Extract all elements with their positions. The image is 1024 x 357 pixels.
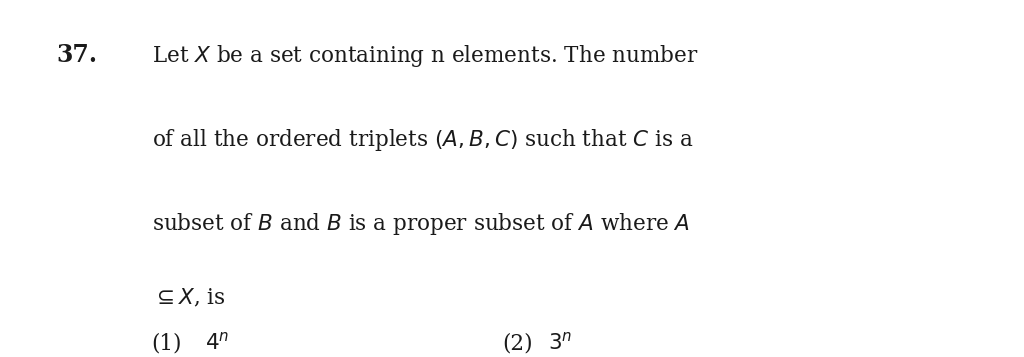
Text: (1): (1): [152, 332, 182, 354]
Text: of all the ordered triplets $(A, B, C)$ such that $C$ is a: of all the ordered triplets $(A, B, C)$ …: [152, 127, 693, 153]
Text: $3^n$: $3^n$: [548, 332, 572, 354]
Text: subset of $B$ and $B$ is a proper subset of $A$ where $A$: subset of $B$ and $B$ is a proper subset…: [152, 211, 690, 237]
Text: 37.: 37.: [56, 43, 97, 67]
Text: $\subseteq X$, is: $\subseteq X$, is: [152, 287, 225, 310]
Text: $4^n$: $4^n$: [205, 332, 229, 354]
Text: Let $X$ be a set containing n elements. The number: Let $X$ be a set containing n elements. …: [152, 43, 698, 69]
Text: (2): (2): [502, 332, 532, 354]
